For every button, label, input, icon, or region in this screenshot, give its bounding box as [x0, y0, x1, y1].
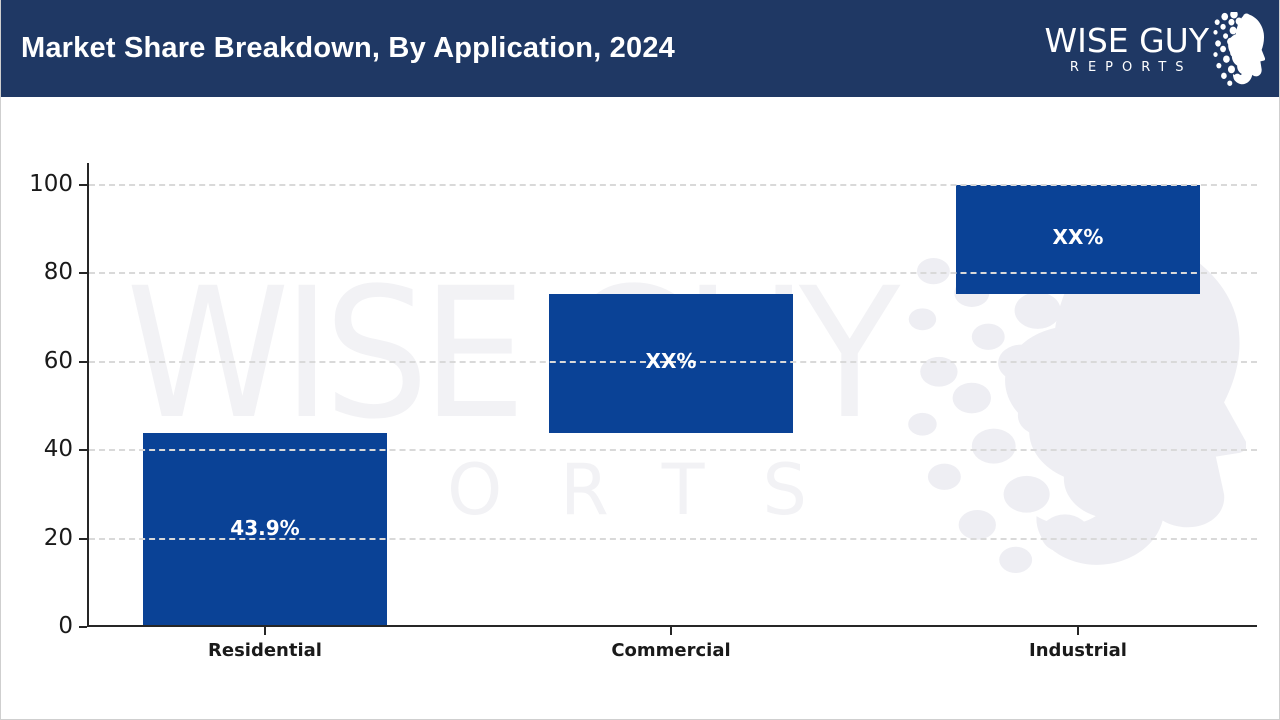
x-tick-residential [264, 627, 266, 635]
y-tick-60 [79, 360, 87, 363]
header: Market Share Breakdown, By Application, … [1, 0, 1279, 97]
bar-label-commercial: XX% [645, 349, 697, 374]
gridline-40 [89, 449, 1257, 452]
gridline-80 [89, 272, 1257, 275]
gridline-60 [89, 360, 1257, 363]
y-tick-0 [79, 626, 87, 628]
wiseguy-logo: WISE GUY REPORTS [1044, 12, 1265, 86]
bar-commercial [549, 293, 793, 433]
axis-frame [87, 163, 1257, 627]
bar-label-industrial: XX% [1052, 225, 1104, 250]
x-tick-industrial [1077, 627, 1079, 635]
x-axis-label-commercial: Commercial [611, 640, 731, 661]
y-tick-80 [79, 272, 87, 275]
y-tick-label-40: 40 [43, 436, 73, 463]
x-tick-commercial [670, 627, 672, 635]
plot-area: 0 20 40 60 80 100 Residential Commercial Industr… [1, 97, 1279, 719]
y-tick-20 [79, 537, 87, 540]
x-axis-label-residential: Residential [208, 640, 322, 661]
y-tick-100 [79, 184, 87, 187]
y-tick-40 [79, 449, 87, 452]
bar-residential [143, 433, 387, 627]
gridline-100 [89, 184, 1257, 187]
logo-line2: REPORTS [1069, 59, 1193, 75]
logo-wordmark: WISE GUY REPORTS [1044, 24, 1209, 74]
x-axis-label-industrial: Industrial [1029, 640, 1127, 661]
y-tick-label-20: 20 [43, 524, 73, 551]
chart-region: WISE GUY REPORTS 0 20 40 60 80 100 Residential… [1, 97, 1279, 719]
y-tick-label-60: 60 [43, 347, 73, 374]
wiseguy-face-icon [1213, 12, 1265, 86]
y-tick-label-80: 80 [43, 259, 73, 286]
y-tick-label-100: 100 [29, 171, 73, 198]
logo-line1: WISE GUY [1044, 20, 1209, 60]
gridline-20 [89, 537, 1257, 540]
y-tick-label-0: 0 [58, 613, 73, 639]
page-title: Market Share Breakdown, By Application, … [21, 32, 675, 64]
bar-label-residential: 43.9% [230, 516, 300, 540]
